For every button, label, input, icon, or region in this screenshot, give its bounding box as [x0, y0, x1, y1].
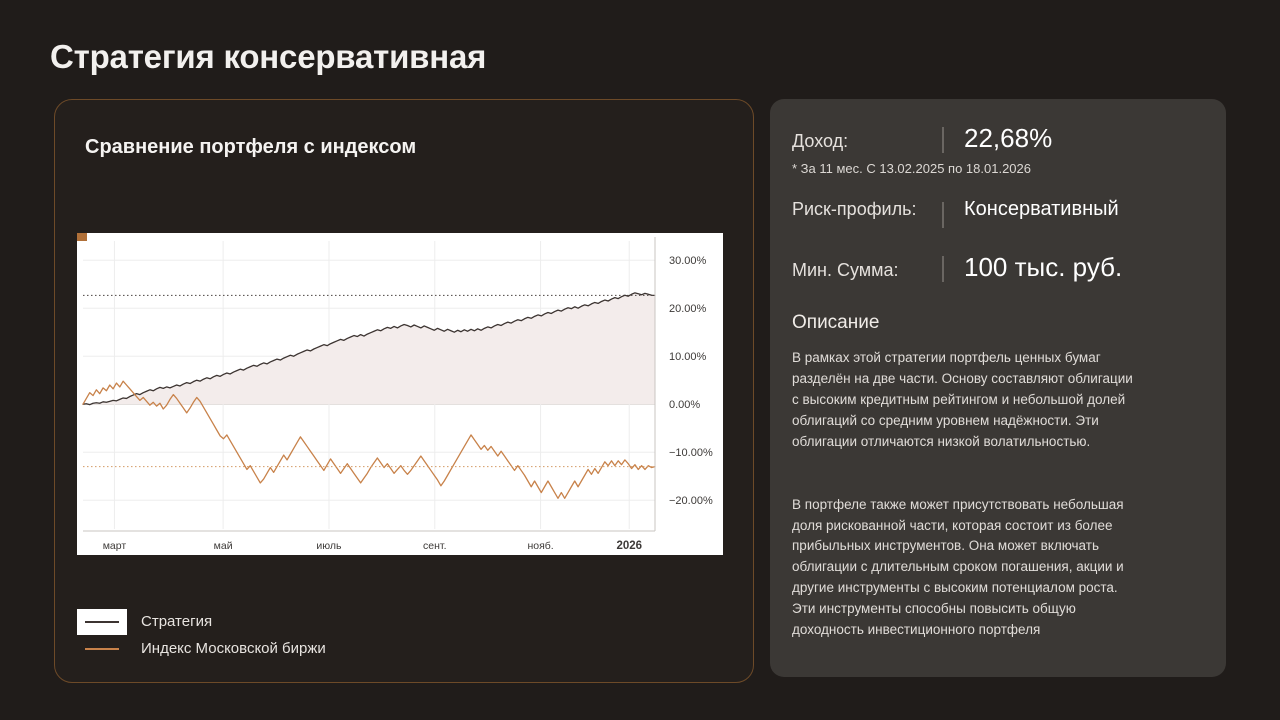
description-paragraph-2: В портфеле также может присутствовать не…: [792, 496, 1124, 638]
svg-text:−10.00%: −10.00%: [669, 447, 713, 459]
chart-legend: Стратегия Индекс Московской биржи: [77, 608, 477, 662]
income-value: 22,68%: [964, 123, 1053, 153]
legend-swatch-strategy-icon: [77, 608, 127, 635]
legend-item-strategy: Стратегия: [77, 608, 477, 635]
svg-text:март: март: [103, 540, 127, 552]
legend-swatch-index-icon: [77, 636, 127, 662]
income-divider: [942, 127, 944, 153]
svg-text:нояб.: нояб.: [527, 540, 553, 552]
svg-text:0.00%: 0.00%: [669, 399, 700, 411]
minimum-sum-divider: [942, 256, 944, 282]
info-card: Доход: 22,68% * За 11 мес. С 13.02.2025 …: [770, 99, 1226, 677]
risk-profile-value: Консервативный: [964, 198, 1119, 220]
income-row: Доход: 22,68%: [792, 123, 1204, 157]
risk-profile-row: Риск-профиль: Консервативный: [792, 198, 1204, 232]
plot-corner-accent-mark: [77, 233, 87, 241]
risk-profile-label: Риск-профиль:: [792, 199, 917, 219]
income-period-note: * За 11 мес. С 13.02.2025 по 18.01.2026: [792, 161, 1031, 176]
income-label: Доход:: [792, 131, 849, 151]
chart-plot-area: 30.00% 20.00% 10.00% 0.00% −10.00% −20.00% мар…: [77, 233, 723, 555]
svg-text:июль: июль: [316, 540, 342, 552]
chart-title: Сравнение портфеля с индексом: [85, 136, 417, 158]
minimum-sum-value: 100 тыс. руб.: [964, 252, 1123, 282]
svg-text:30.00%: 30.00%: [669, 255, 707, 267]
svg-text:2026: 2026: [616, 540, 642, 552]
legend-label-strategy: Стратегия: [141, 613, 213, 630]
svg-text:май: май: [214, 540, 233, 552]
legend-label-index: Индекс Московской биржи: [141, 640, 326, 657]
svg-text:сент.: сент.: [423, 540, 446, 552]
comparison-line-chart: 30.00% 20.00% 10.00% 0.00% −10.00% −20.00% мар…: [77, 233, 723, 555]
svg-text:−20.00%: −20.00%: [669, 495, 713, 507]
svg-text:20.00%: 20.00%: [669, 303, 707, 315]
chart-card: Сравнение портфеля с индексом 30.00% 20.0…: [54, 99, 754, 683]
risk-profile-divider: [942, 202, 944, 228]
minimum-sum-label: Мин. Сумма:: [792, 260, 899, 280]
minimum-sum-row: Мин. Сумма: 100 тыс. руб.: [792, 252, 1204, 286]
page-title: Стратегия консервативная: [50, 38, 487, 75]
description-paragraph-1: В рамках этой стратегии портфель ценных …: [792, 350, 1133, 449]
description-heading: Описание: [792, 312, 880, 333]
svg-text:10.00%: 10.00%: [669, 351, 707, 363]
legend-item-index: Индекс Московской биржи: [77, 635, 477, 662]
